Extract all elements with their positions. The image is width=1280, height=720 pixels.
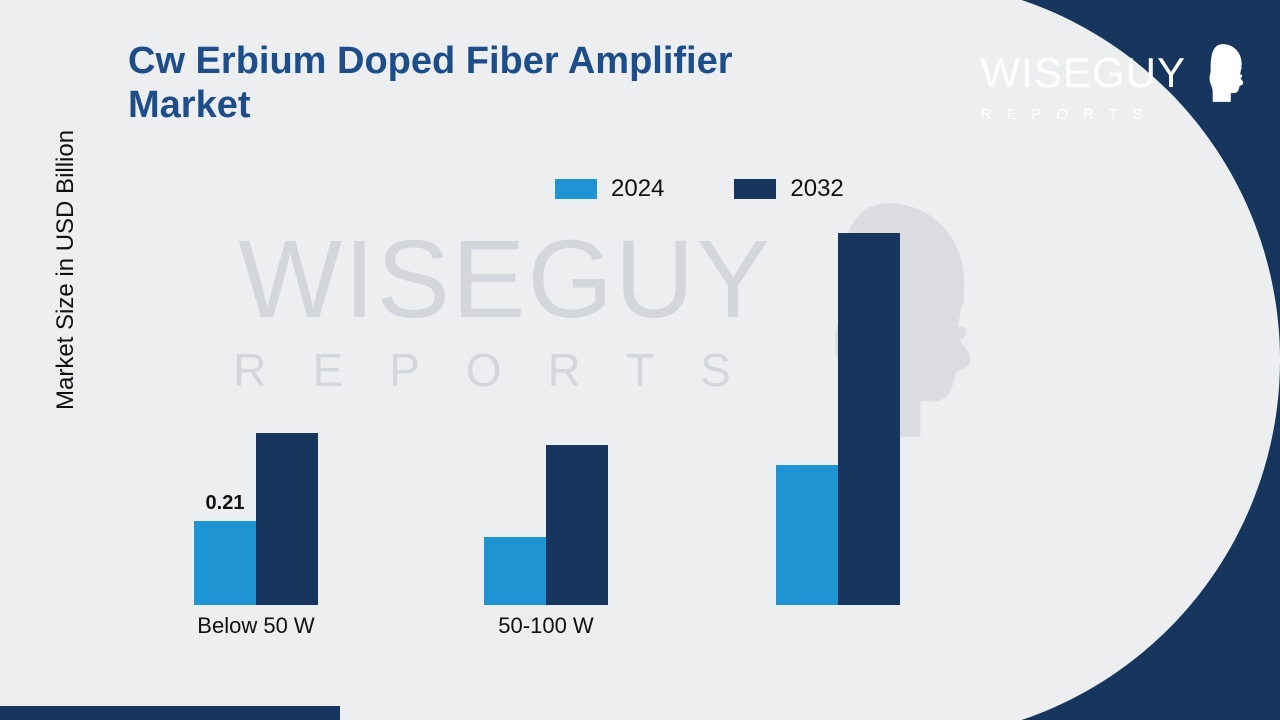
bar (546, 445, 608, 605)
bar (484, 537, 546, 605)
brand-sub: REPORTS (981, 106, 1250, 123)
bar (838, 233, 900, 605)
legend: 2024 2032 (555, 175, 844, 203)
legend-label-2024: 2024 (611, 175, 664, 203)
bar (194, 521, 256, 605)
legend-swatch-2024 (555, 179, 597, 199)
bar-value-label: 0.21 (190, 492, 260, 515)
brand-head-icon (1194, 42, 1250, 104)
legend-item-2032: 2032 (734, 175, 843, 203)
decorative-strip (0, 706, 340, 720)
legend-item-2024: 2024 (555, 175, 664, 203)
plot-area: 0.21 (120, 225, 940, 605)
legend-label-2032: 2032 (790, 175, 843, 203)
chart-title: Cw Erbium Doped Fiber Amplifier Market (128, 40, 848, 127)
bar (256, 433, 318, 605)
x-axis-label: 50-100 W (481, 613, 611, 638)
brand-name: WISEGUY (981, 52, 1186, 94)
brand-logo: WISEGUY REPORTS (981, 42, 1250, 123)
legend-swatch-2032 (734, 179, 776, 199)
bar (776, 465, 838, 605)
x-axis-label: Below 50 W (191, 613, 321, 638)
y-axis-label: Market Size in USD Billion (52, 130, 80, 410)
chart-card: WISEGUY REPORTS Cw Erbium Doped Fiber Am… (0, 0, 1280, 720)
